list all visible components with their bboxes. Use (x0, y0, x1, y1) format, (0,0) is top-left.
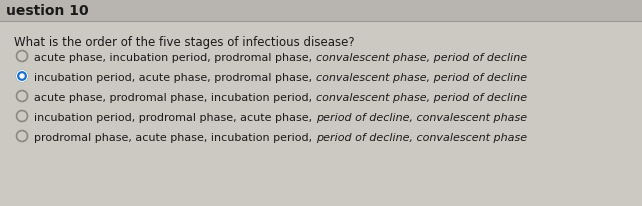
Text: incubation period, prodromal phase, acute phase,: incubation period, prodromal phase, acut… (34, 112, 316, 122)
Text: convalescent phase, period of decline: convalescent phase, period of decline (316, 73, 526, 83)
Text: acute phase, incubation period, prodromal phase,: acute phase, incubation period, prodroma… (34, 53, 316, 63)
Text: incubation period, acute phase, prodromal phase,: incubation period, acute phase, prodroma… (34, 73, 316, 83)
Text: prodromal phase, acute phase, incubation period,: prodromal phase, acute phase, incubation… (34, 132, 316, 142)
Text: acute phase, prodromal phase, incubation period,: acute phase, prodromal phase, incubation… (34, 92, 316, 103)
Text: convalescent phase, period of decline: convalescent phase, period of decline (316, 92, 526, 103)
Bar (0, 0, 642, 22)
Circle shape (17, 71, 28, 82)
Text: period of decline, convalescent phase: period of decline, convalescent phase (316, 132, 526, 142)
Text: period of decline, convalescent phase: period of decline, convalescent phase (316, 112, 526, 122)
Text: convalescent phase, period of decline: convalescent phase, period of decline (316, 53, 526, 63)
Text: What is the order of the five stages of infectious disease?: What is the order of the five stages of … (14, 36, 354, 49)
Text: uestion 10: uestion 10 (6, 4, 89, 18)
Circle shape (20, 75, 24, 79)
